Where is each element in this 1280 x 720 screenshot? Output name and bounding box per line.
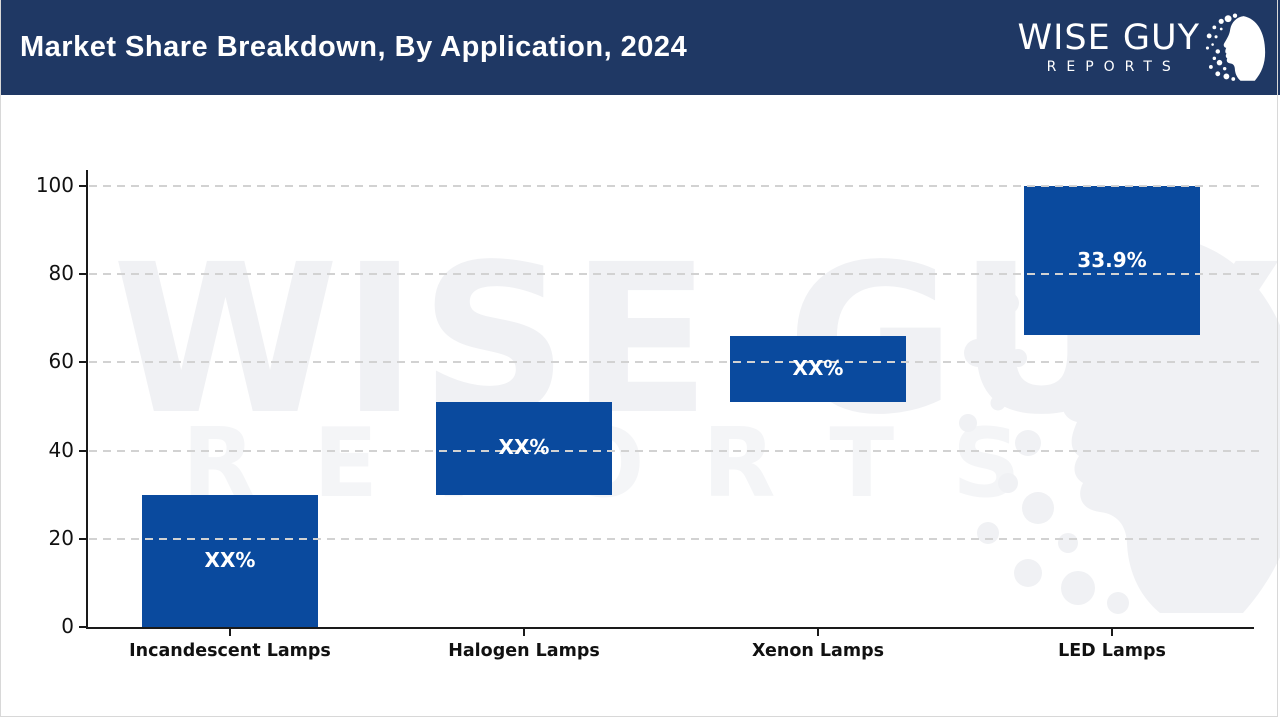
bar-value-label-xenon-lamps: XX% (792, 356, 844, 380)
y-tick-label-40: 40 (48, 437, 74, 462)
gridline-y-60 (89, 361, 1262, 364)
y-tick-label-20: 20 (48, 525, 74, 550)
y-tick-label-60: 60 (48, 349, 74, 374)
y-tick-label-0: 0 (61, 614, 74, 638)
x-tick-mark-xenon-lamps (817, 629, 819, 636)
dotted-face-logo-icon (1204, 9, 1266, 87)
bar-value-label-led-lamps: 33.9% (1077, 247, 1147, 272)
brand-logo: WISE GUY REPORTS (1017, 9, 1266, 87)
brand-logo-text: WISE GUY REPORTS (1017, 20, 1200, 75)
x-tick-mark-led-lamps (1111, 629, 1113, 636)
y-tick-label-80: 80 (48, 261, 74, 286)
x-category-label-led-lamps: LED Lamps (1058, 641, 1166, 661)
brand-subtitle: REPORTS (1046, 58, 1181, 75)
y-tick-mark-60 (79, 361, 87, 364)
x-category-label-halogen-lamps: Halogen Lamps (448, 641, 600, 661)
bar-xenon-lamps (730, 335, 906, 403)
bar-halogen-lamps (436, 402, 612, 495)
x-tick-mark-incandescent-lamps (229, 629, 231, 636)
gridline-y-20 (89, 537, 1262, 540)
gridline-y-80 (89, 273, 1262, 276)
y-tick-mark-40 (79, 449, 87, 452)
gridline-y-100 (89, 185, 1262, 187)
x-tick-mark-halogen-lamps (523, 629, 525, 636)
chart-region: WISE GUY REPORTS 0 20 40 60 80 100 XX% XX% XX% 33… (0, 95, 1280, 720)
page-title: Market Share Breakdown, By Application, … (20, 31, 688, 63)
bar-value-label-incandescent-lamps: XX% (204, 547, 256, 572)
bar-led-lamps (1024, 186, 1200, 336)
bar-value-label-halogen-lamps: XX% (498, 435, 550, 460)
x-axis-line (86, 627, 1254, 629)
y-tick-mark-100 (79, 185, 87, 187)
header-bar: Market Share Breakdown, By Application, … (0, 0, 1280, 95)
brand-name: WISE GUY (1017, 18, 1200, 59)
y-axis-line (86, 170, 88, 629)
y-tick-label-100: 100 (35, 173, 74, 197)
gridline-y-40 (89, 449, 1262, 452)
bar-incandescent-lamps (142, 494, 318, 627)
x-category-label-xenon-lamps: Xenon Lamps (751, 641, 885, 661)
y-tick-mark-80 (79, 273, 87, 276)
y-tick-mark-20 (79, 537, 87, 540)
x-category-label-incandescent-lamps: Incandescent Lamps (129, 641, 331, 661)
y-tick-mark-0 (79, 626, 87, 628)
